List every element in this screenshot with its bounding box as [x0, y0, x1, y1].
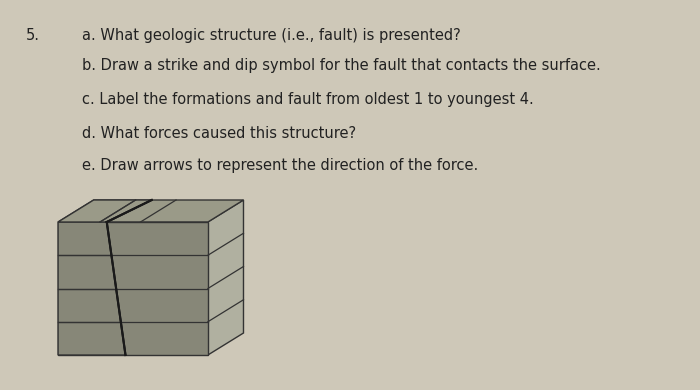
Polygon shape	[208, 200, 244, 355]
Text: e. Draw arrows to represent the direction of the force.: e. Draw arrows to represent the directio…	[83, 158, 479, 173]
Polygon shape	[58, 222, 125, 355]
Text: a. What geologic structure (i.e., fault) is presented?: a. What geologic structure (i.e., fault)…	[83, 28, 461, 43]
Text: c. Label the formations and fault from oldest 1 to youngest 4.: c. Label the formations and fault from o…	[83, 92, 534, 107]
Polygon shape	[58, 200, 152, 222]
Polygon shape	[58, 222, 208, 355]
Text: 5.: 5.	[26, 28, 40, 43]
Text: b. Draw a strike and dip symbol for the fault that contacts the surface.: b. Draw a strike and dip symbol for the …	[83, 58, 601, 73]
Text: d. What forces caused this structure?: d. What forces caused this structure?	[83, 126, 356, 141]
Polygon shape	[58, 200, 244, 222]
